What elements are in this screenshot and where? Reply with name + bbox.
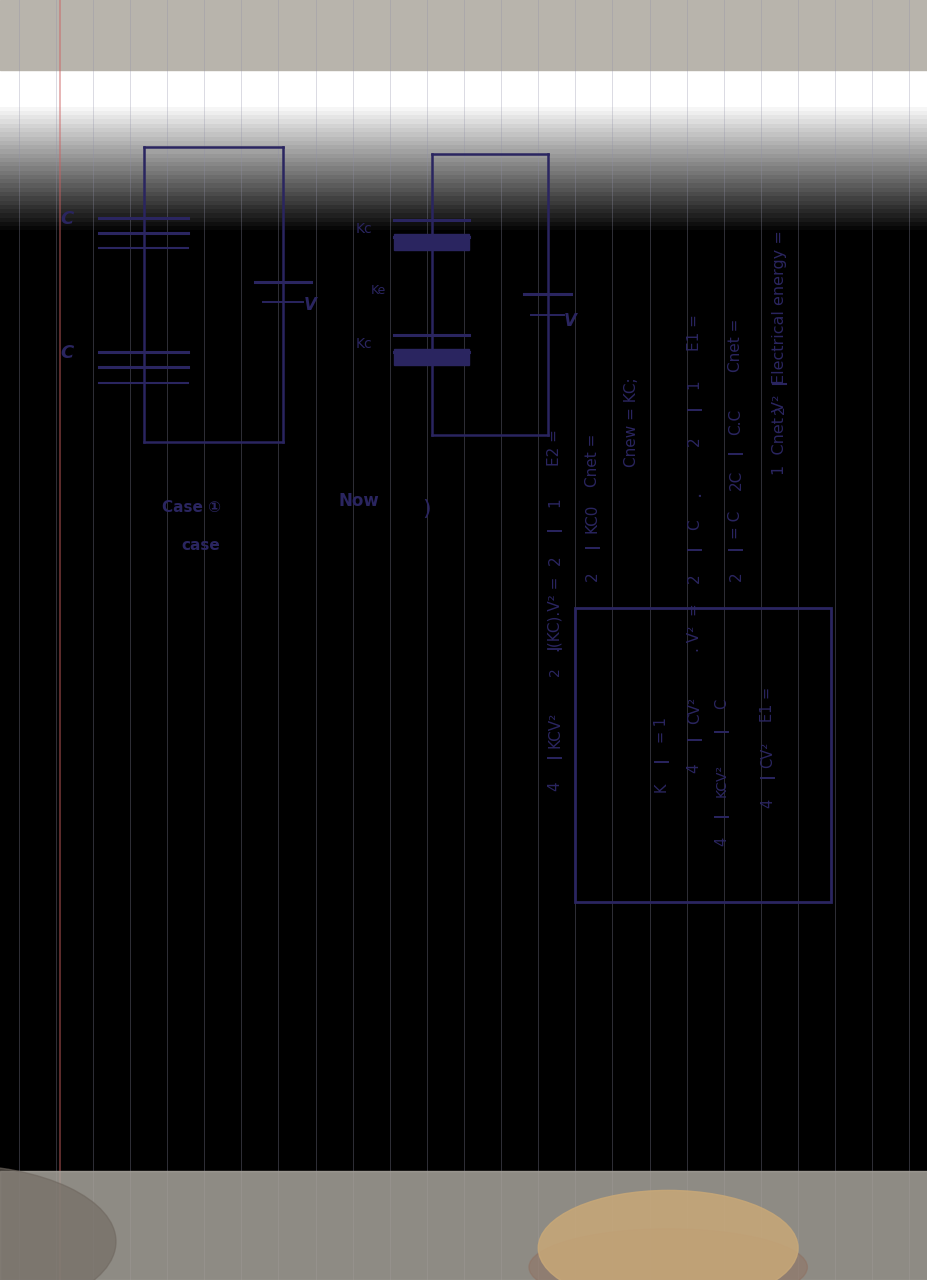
Text: CV²: CV²: [686, 696, 701, 724]
Text: 2: 2: [728, 571, 743, 581]
Text: 4: 4: [547, 781, 562, 791]
Text: = 1: = 1: [653, 717, 668, 742]
Text: Case ①: Case ①: [162, 500, 222, 515]
Text: C: C: [713, 699, 729, 709]
Text: V: V: [303, 296, 316, 314]
Text: .(KC).V² =: .(KC).V² =: [547, 577, 562, 652]
Text: 2: 2: [547, 556, 562, 566]
Text: 2: 2: [584, 571, 599, 581]
Text: Now: Now: [338, 492, 379, 509]
Bar: [394, 234, 468, 250]
Text: 1: 1: [686, 379, 701, 389]
Text: = C: = C: [728, 511, 743, 539]
Text: E2 =: E2 =: [547, 430, 562, 466]
Text: 2: 2: [771, 406, 786, 413]
Text: .: .: [684, 490, 703, 495]
Text: C.C: C.C: [728, 410, 743, 435]
Text: V: V: [564, 312, 577, 330]
Ellipse shape: [538, 1190, 797, 1280]
Text: 2C: 2C: [728, 470, 743, 490]
Text: KCV²: KCV²: [547, 712, 562, 748]
Text: Kc: Kc: [355, 337, 372, 351]
Text: 2: 2: [686, 573, 701, 584]
Text: CV²: CV²: [759, 742, 775, 768]
Text: KCV²: KCV²: [714, 764, 728, 797]
Text: Ke: Ke: [371, 284, 386, 297]
Text: C: C: [60, 344, 73, 362]
Text: 4: 4: [686, 763, 701, 773]
Text: C: C: [60, 210, 73, 228]
Bar: [575, 608, 830, 902]
Ellipse shape: [528, 1229, 806, 1280]
Text: E1 =: E1 =: [759, 686, 775, 722]
Ellipse shape: [0, 1165, 116, 1280]
Text: K: K: [653, 782, 668, 792]
Text: Electrical energy =: Electrical energy =: [771, 230, 786, 384]
Text: KC0: KC0: [584, 504, 599, 532]
Text: . V²  =: . V² =: [686, 603, 701, 652]
Text: 2: 2: [547, 668, 562, 676]
Text: Cnew = KC;: Cnew = KC;: [623, 378, 638, 467]
Text: 4: 4: [713, 836, 729, 846]
Text: case: case: [181, 539, 220, 553]
Text: Cnet =: Cnet =: [584, 434, 599, 488]
Bar: [0, 1171, 927, 1280]
Text: 2: 2: [686, 436, 701, 447]
Text: Cnet =: Cnet =: [728, 319, 743, 372]
Text: 1  Cnet V²: 1 Cnet V²: [771, 396, 786, 475]
Text: C: C: [686, 520, 701, 530]
Bar: [0, 0, 927, 70]
Bar: [394, 349, 468, 365]
Text: 1: 1: [547, 497, 562, 507]
Text: ): ): [422, 498, 430, 518]
Text: 4: 4: [759, 799, 775, 809]
Text: E1 =: E1 =: [686, 315, 701, 351]
Text: Kc: Kc: [355, 221, 372, 236]
